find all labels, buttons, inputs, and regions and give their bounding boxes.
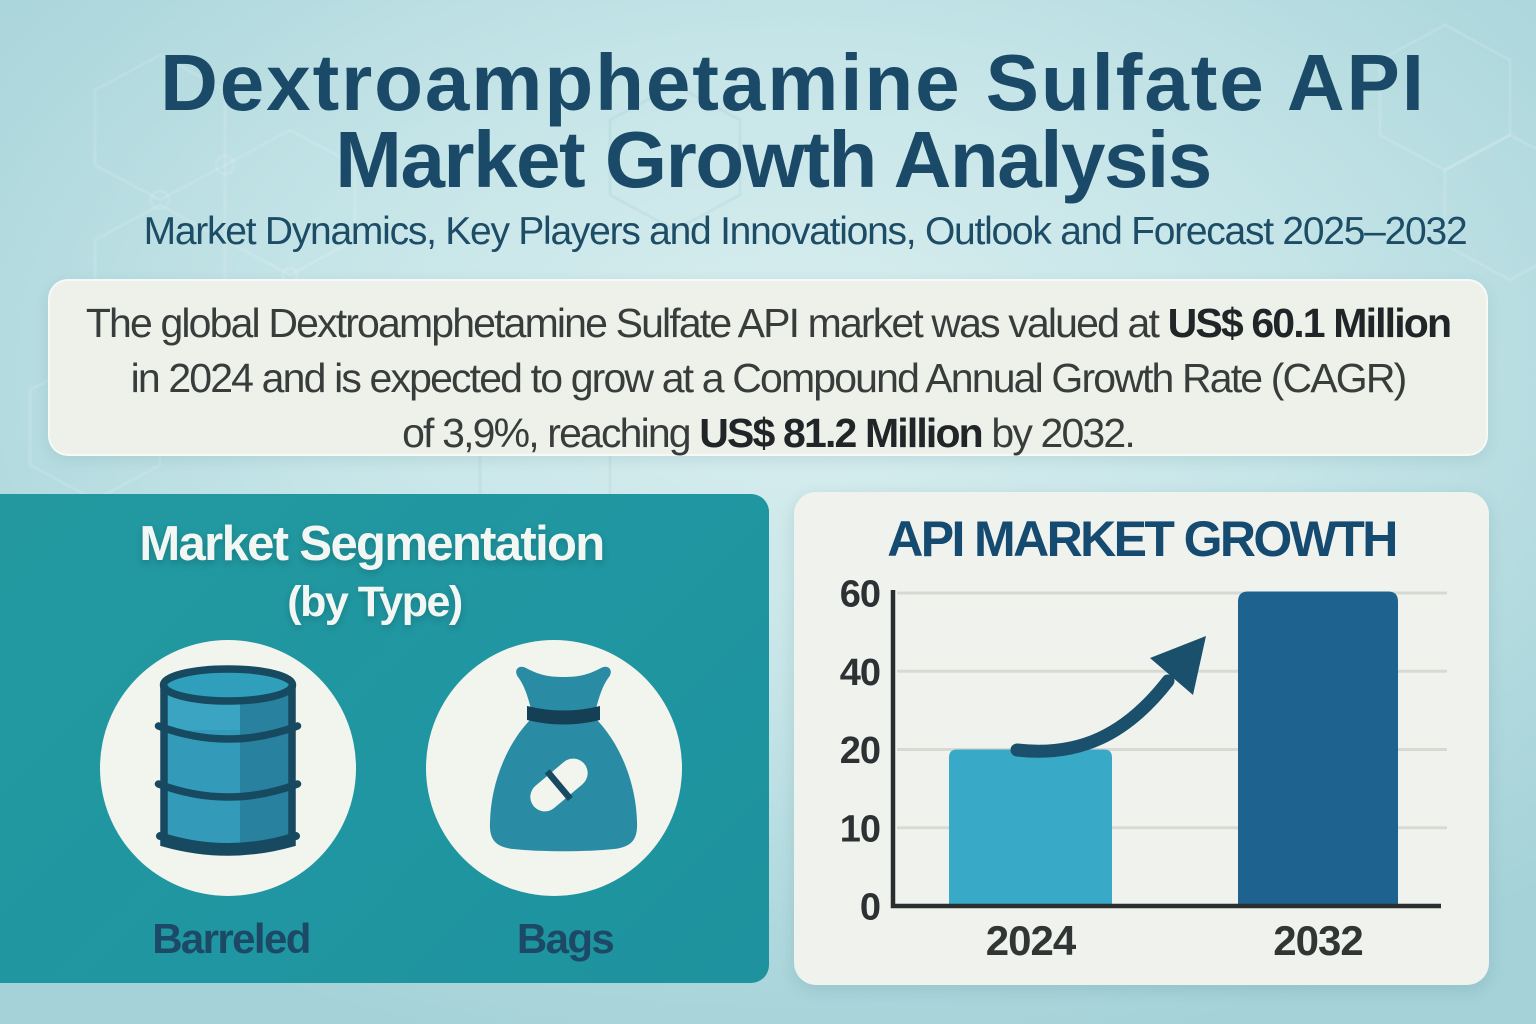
- segmentation-label-barreled: Barreled: [152, 915, 311, 962]
- y-tick-label-20: 20: [840, 730, 880, 772]
- barrel-icon-circle: [100, 640, 356, 896]
- segmentation-items: Barreled Bags: [0, 494, 769, 983]
- growth-arrow-icon: [1010, 636, 1206, 758]
- bag-icon-circle: [426, 640, 682, 896]
- page-subtitle: Market Dynamics, Key Players and Innovat…: [143, 210, 1468, 253]
- page-title: Dextroamphetamine Sulfate API Market Grow…: [25, 38, 1536, 199]
- market-segmentation-panel: Market Segmentation (by Type): [0, 494, 769, 983]
- summary-line-1: The global Dextroamphetamine Sulfate API…: [85, 300, 1452, 346]
- market-summary-box: The global Dextroamphetamine Sulfate API…: [48, 279, 1488, 456]
- page-title-line1: Dextroamphetamine Sulfate API: [160, 38, 1426, 127]
- segmentation-title: Market Segmentation: [139, 517, 605, 571]
- api-market-growth-card: API MARKET GROWTH 0 10 20 40 60 2024 2032: [794, 492, 1489, 985]
- y-tick-label-0: 0: [860, 887, 880, 929]
- summary-line-2: in 2024 and is expected to grow at a Com…: [130, 355, 1408, 401]
- header: Dextroamphetamine Sulfate API Market Grow…: [25, 0, 1536, 252]
- x-category-label-2024: 2024: [986, 917, 1077, 964]
- y-tick-label-60: 60: [840, 574, 880, 616]
- bar-2032: [1238, 591, 1398, 906]
- segmentation-label-bags: Bags: [516, 915, 615, 962]
- x-category-label-2032: 2032: [1273, 917, 1362, 964]
- barrel-icon: [154, 665, 302, 856]
- segmentation-subtitle: (by Type): [287, 578, 463, 626]
- y-tick-label-40: 40: [840, 652, 880, 694]
- bar-2024: [949, 749, 1112, 906]
- growth-bar-chart: 0 10 20 40 60 2024 2032: [840, 574, 1447, 964]
- chart-title: API MARKET GROWTH: [887, 511, 1398, 567]
- bag-icon: [489, 666, 638, 852]
- y-tick-label-10: 10: [840, 808, 880, 850]
- summary-line-3: of 3,9%, reaching US$ 81.2 Million by 20…: [402, 410, 1136, 456]
- page-title-line2: Market Growth Analysis: [335, 114, 1212, 204]
